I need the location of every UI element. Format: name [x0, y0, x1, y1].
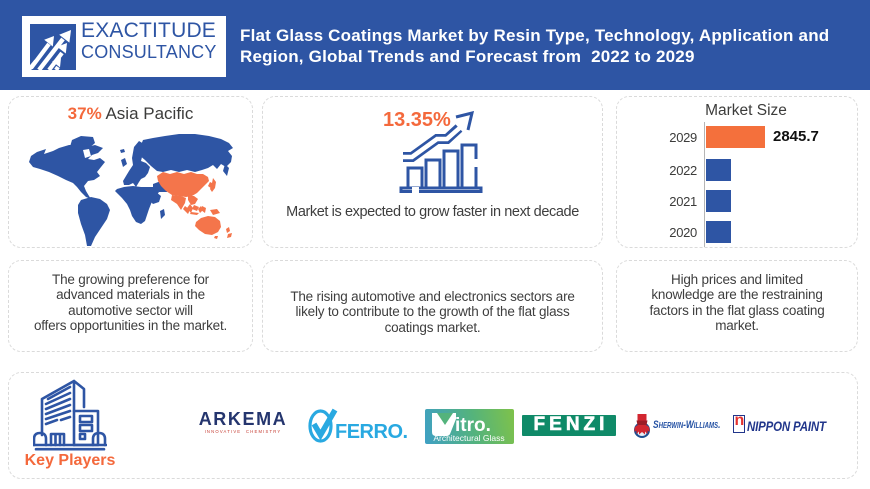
- svg-text:FERRO.: FERRO.: [335, 421, 408, 443]
- svg-text:itro.: itro.: [455, 415, 491, 436]
- svg-text:Architectural Glass: Architectural Glass: [433, 433, 504, 443]
